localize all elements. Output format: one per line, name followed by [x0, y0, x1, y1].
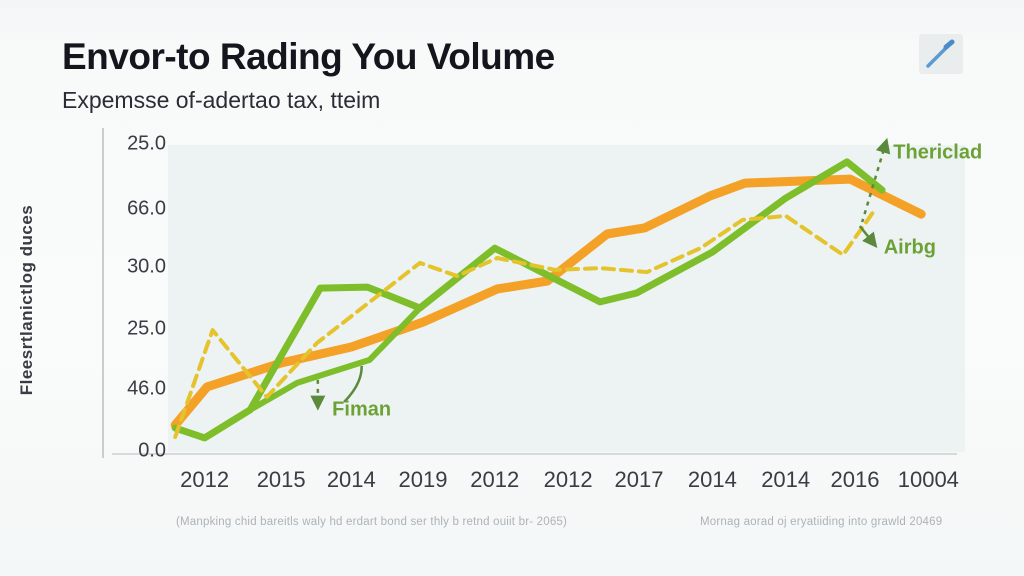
- pencil-icon-glyph: [926, 39, 955, 68]
- pointer-airbg: [858, 225, 878, 248]
- page-title: Envor-to Rading You Volume: [62, 36, 555, 77]
- x-tick-label: 2014: [761, 467, 811, 492]
- y-tick-label: 0.0: [138, 439, 166, 462]
- annotation-pointer-layer: [310, 137, 891, 411]
- x-tick-label: 2017: [614, 467, 664, 492]
- x-tick-label: 2019: [398, 467, 448, 492]
- y-axis-title: Fleesrtlanictlog duces: [17, 204, 36, 396]
- series-green-main: [171, 158, 886, 442]
- pointer-fiman: [343, 366, 363, 403]
- annotation-label-fiman: Fiman: [332, 398, 392, 421]
- footnote-left: (Manpking chid bareitls waly hd erdart b…: [176, 516, 568, 528]
- footnote-right: Mornag aorad oj eryatiiding into grawld …: [700, 516, 943, 528]
- x-tick-label: 2015: [256, 467, 306, 492]
- y-tick-label: 30.0: [127, 255, 166, 278]
- line-chart: [170, 137, 926, 442]
- x-tick-label: 2012: [543, 467, 593, 492]
- x-tick-label: 2014: [687, 467, 737, 492]
- pencil-icon[interactable]: [919, 34, 963, 74]
- series-orange-main: [170, 174, 926, 430]
- x-tick-label: 2012: [470, 467, 520, 492]
- x-tick-label: 2012: [180, 467, 230, 492]
- y-axis-line: [102, 128, 104, 458]
- pointer-thericlad: [860, 137, 891, 223]
- y-tick-label: 66.0: [127, 197, 166, 220]
- annotation-label-airbg: Airbg: [883, 236, 936, 259]
- page-subtitle: Expemsse of-adertao tax, tteim: [62, 87, 381, 113]
- x-tick-label: 2016: [830, 467, 880, 492]
- x-tick-label: 10004: [897, 467, 959, 492]
- series-layer: [170, 158, 926, 442]
- x-axis-line: [112, 453, 957, 455]
- annotation-label-thericlad: Thericlad: [893, 141, 983, 164]
- x-tick-label: 2014: [326, 467, 376, 492]
- plot-area: Fiman Thericlad Airbg: [168, 137, 982, 452]
- y-tick-label: 25.0: [127, 132, 166, 155]
- y-tick-label: 46.0: [127, 377, 166, 400]
- series-green-lower-branch: [247, 305, 423, 413]
- y-tick-label: 25.0: [127, 317, 166, 340]
- series-yellow-dashed: [173, 209, 876, 439]
